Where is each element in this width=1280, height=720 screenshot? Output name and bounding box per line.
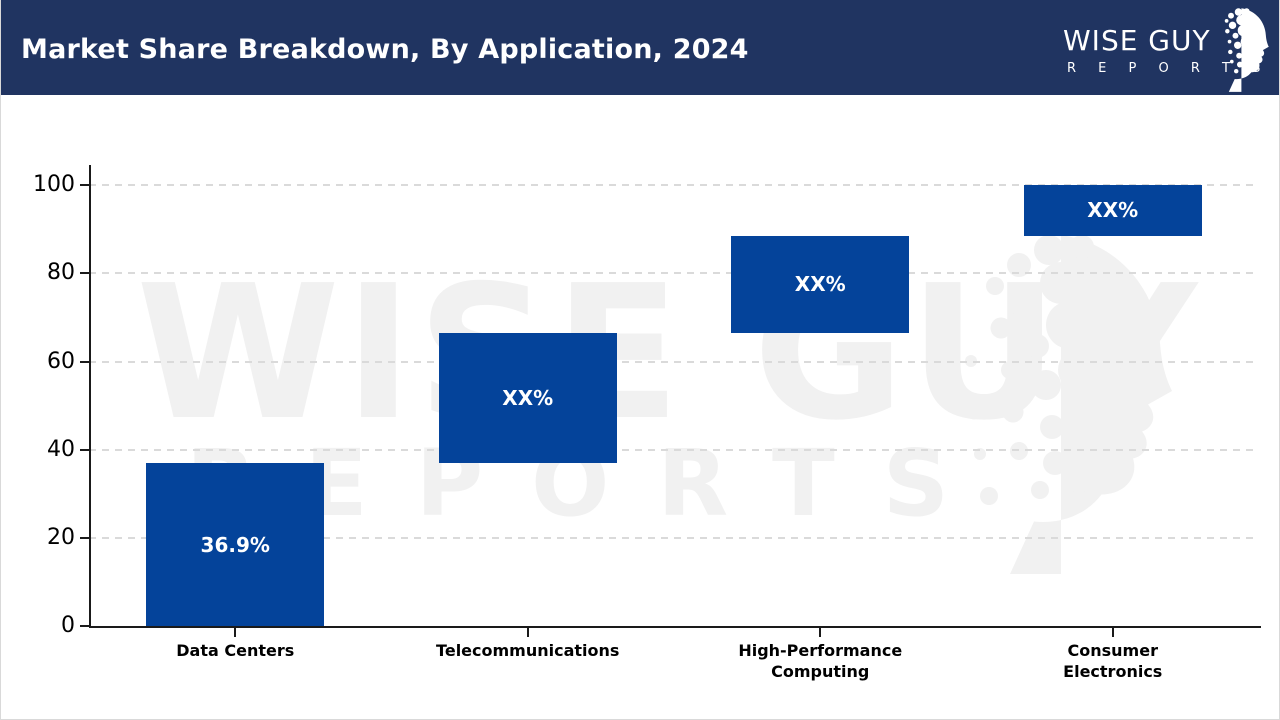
y-tick-label-0: 0 (61, 613, 75, 638)
y-tick-0 (80, 625, 89, 627)
x-tick-1 (526, 628, 529, 637)
bar-2: XX% (731, 235, 910, 334)
y-tick-label-80: 80 (47, 260, 75, 286)
x-tick-0 (234, 628, 237, 637)
y-tick-label-40: 40 (47, 436, 75, 462)
gridline-60 (89, 360, 1259, 363)
category-label-3: Consumer Electronics (1063, 641, 1163, 681)
watermark-head-icon (965, 235, 1172, 574)
bar-3: XX% (1023, 185, 1202, 236)
category-label-0: Data Centers (176, 641, 295, 660)
category-label-1: Telecommunications (436, 641, 620, 660)
y-tick-label-100: 100 (33, 172, 75, 198)
logo-wordmark: WISE GUY (1063, 24, 1211, 57)
bar-value-label-0: 36.9% (200, 532, 270, 557)
y-tick-100 (80, 184, 89, 187)
gridline-20 (89, 536, 1259, 539)
category-label-2: High-Performance Computing (738, 641, 903, 681)
bar-0: 36.9% (146, 463, 325, 626)
gridline-40 (89, 448, 1259, 451)
bar-value-label-3: XX% (1087, 198, 1139, 223)
x-tick-3 (1111, 628, 1114, 637)
wise-guy-reports-logo: WISE GUY R E P O R T S (1027, 4, 1270, 92)
plot-area: 0 20 40 60 80 100 36.9% Data Centers XX% Telecomm… (1, 95, 1279, 719)
y-tick-40 (80, 448, 89, 451)
header-banner: Market Share Breakdown, By Application, … (1, 0, 1279, 95)
watermark-wordmark: WISE GUY (136, 245, 1201, 461)
gridline-100 (89, 184, 1259, 187)
x-axis-line (89, 626, 1261, 628)
y-tick-60 (80, 360, 89, 363)
bar-value-label-2: XX% (794, 272, 846, 297)
logo-reports-text: R E P O R T S (1067, 61, 1270, 76)
y-tick-label-60: 60 (47, 348, 75, 374)
y-tick-label-20: 20 (47, 524, 75, 550)
x-tick-2 (819, 628, 822, 637)
page-title: Market Share Breakdown, By Application, … (21, 34, 749, 65)
y-axis-line (89, 165, 91, 628)
y-tick-80 (80, 272, 89, 275)
bar-1: XX% (438, 333, 617, 464)
gridline-80 (89, 272, 1259, 275)
y-tick-20 (80, 536, 89, 539)
bar-value-label-1: XX% (502, 386, 554, 411)
logo-head-icon (1224, 8, 1269, 92)
